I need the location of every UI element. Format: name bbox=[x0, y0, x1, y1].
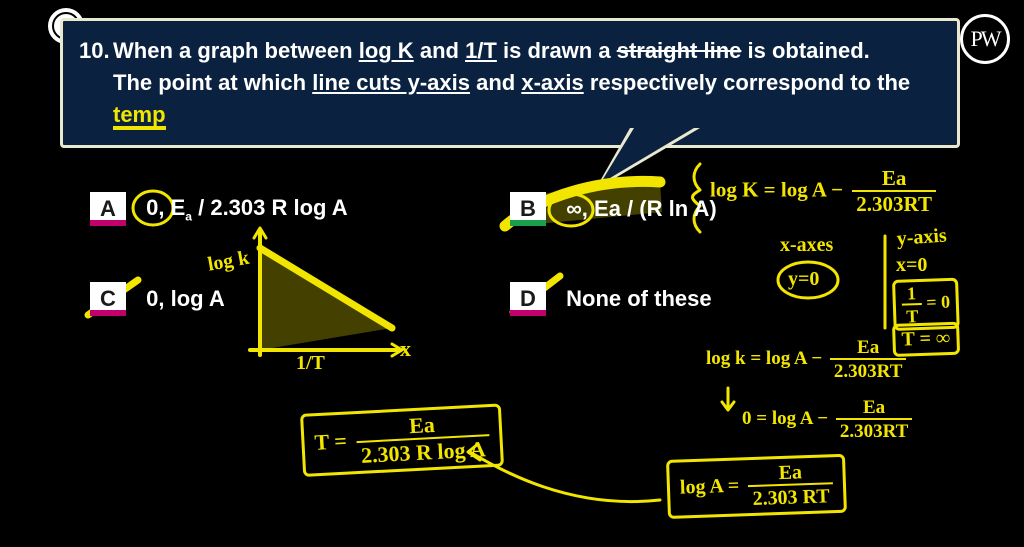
hand-eq2-den: 2.303RT bbox=[830, 360, 906, 381]
hand-eq4-lhs: log A = bbox=[680, 475, 740, 499]
hand-y0: y=0 bbox=[788, 268, 819, 291]
highlight-temp: temp bbox=[113, 106, 166, 131]
hand-x0: x=0 bbox=[896, 254, 927, 277]
brand-badge-text: PW bbox=[971, 26, 1000, 52]
option-b-letter: B bbox=[510, 192, 546, 226]
hand-eq3-lhs: 0 = log A − bbox=[742, 408, 828, 429]
option-c[interactable]: C 0, log A bbox=[90, 282, 225, 316]
hand-eq1-num: Ea bbox=[852, 168, 936, 192]
strike-straight-line: straight line bbox=[617, 38, 742, 63]
hand-eq1: log K = log A − Ea 2.303RT bbox=[710, 168, 936, 215]
q-text: respectively correspond to the bbox=[590, 70, 910, 95]
hand-eq2: log k = log A − Ea 2.303RT bbox=[706, 338, 906, 381]
option-c-letter: C bbox=[90, 282, 126, 316]
hand-eq1-lhs: log K = log A − bbox=[710, 177, 843, 201]
hand-Tboxed-lhs: T = bbox=[314, 428, 348, 455]
q-text: The point at which bbox=[113, 70, 312, 95]
stage: PW 10. When a graph between log K and 1/… bbox=[0, 0, 1024, 547]
hand-Tboxed: T = Ea 2.303 R log A bbox=[300, 404, 504, 477]
q-text: and bbox=[476, 70, 521, 95]
q-text: and bbox=[420, 38, 465, 63]
q-text: When a graph between bbox=[113, 38, 359, 63]
hand-eq4-den: 2.303 RT bbox=[748, 484, 834, 509]
option-d-text: None of these bbox=[566, 286, 711, 311]
hand-1T0-rhs: = 0 bbox=[926, 292, 950, 313]
hand-eq2-lhs: log k = log A − bbox=[706, 348, 822, 369]
brand-badge: PW bbox=[960, 14, 1010, 64]
option-d[interactable]: D None of these bbox=[510, 282, 712, 316]
question-number: 10. bbox=[79, 35, 110, 67]
hand-eq3-den: 2.303RT bbox=[836, 420, 912, 441]
hand-xaxes: x-axes bbox=[780, 234, 833, 257]
hand-eq4-boxed: log A = Ea 2.303 RT bbox=[666, 454, 847, 519]
hand-eq3: 0 = log A − Ea 2.303RT bbox=[742, 398, 912, 441]
question-box: 10. When a graph between log K and 1/T i… bbox=[60, 18, 960, 148]
underline-1T: 1/T bbox=[465, 38, 497, 63]
hand-x-glyph: x bbox=[400, 336, 411, 362]
underline-yaxis: line cuts y-axis bbox=[312, 70, 470, 95]
option-c-text: 0, log A bbox=[146, 286, 225, 311]
q-text: is obtained. bbox=[748, 38, 870, 63]
question-line1: When a graph between log K and 1/T is dr… bbox=[113, 38, 870, 63]
underline-xaxis: x-axis bbox=[521, 70, 583, 95]
hand-1overT: 1/T bbox=[296, 352, 325, 375]
hand-eq2-num: Ea bbox=[830, 338, 906, 360]
underline-logK: log K bbox=[359, 38, 414, 63]
opt-a-part1: 0, E bbox=[146, 195, 185, 220]
hand-yaxes: y-axis bbox=[896, 225, 947, 251]
hand-logk-axis: log k bbox=[206, 247, 251, 277]
hand-1T0-num: 1 bbox=[901, 284, 922, 306]
hand-eq1-den: 2.303RT bbox=[852, 192, 936, 215]
option-b[interactable]: B ∞, Ea / (R ln A) bbox=[510, 192, 717, 226]
option-a-text: 0, Ea / 2.303 R log A bbox=[146, 195, 348, 220]
option-b-text: ∞, Ea / (R ln A) bbox=[566, 196, 717, 221]
option-a[interactable]: A 0, Ea / 2.303 R log A bbox=[90, 192, 348, 226]
opt-a-sub: a bbox=[185, 209, 192, 223]
question-line2: The point at which line cuts y-axis and … bbox=[113, 70, 910, 95]
option-d-letter: D bbox=[510, 282, 546, 316]
hand-eq3-num: Ea bbox=[836, 398, 912, 420]
option-a-letter: A bbox=[90, 192, 126, 226]
opt-a-part2: / 2.303 R log A bbox=[192, 195, 348, 220]
hand-eq4-num: Ea bbox=[747, 461, 833, 487]
q-text: is drawn a bbox=[503, 38, 617, 63]
